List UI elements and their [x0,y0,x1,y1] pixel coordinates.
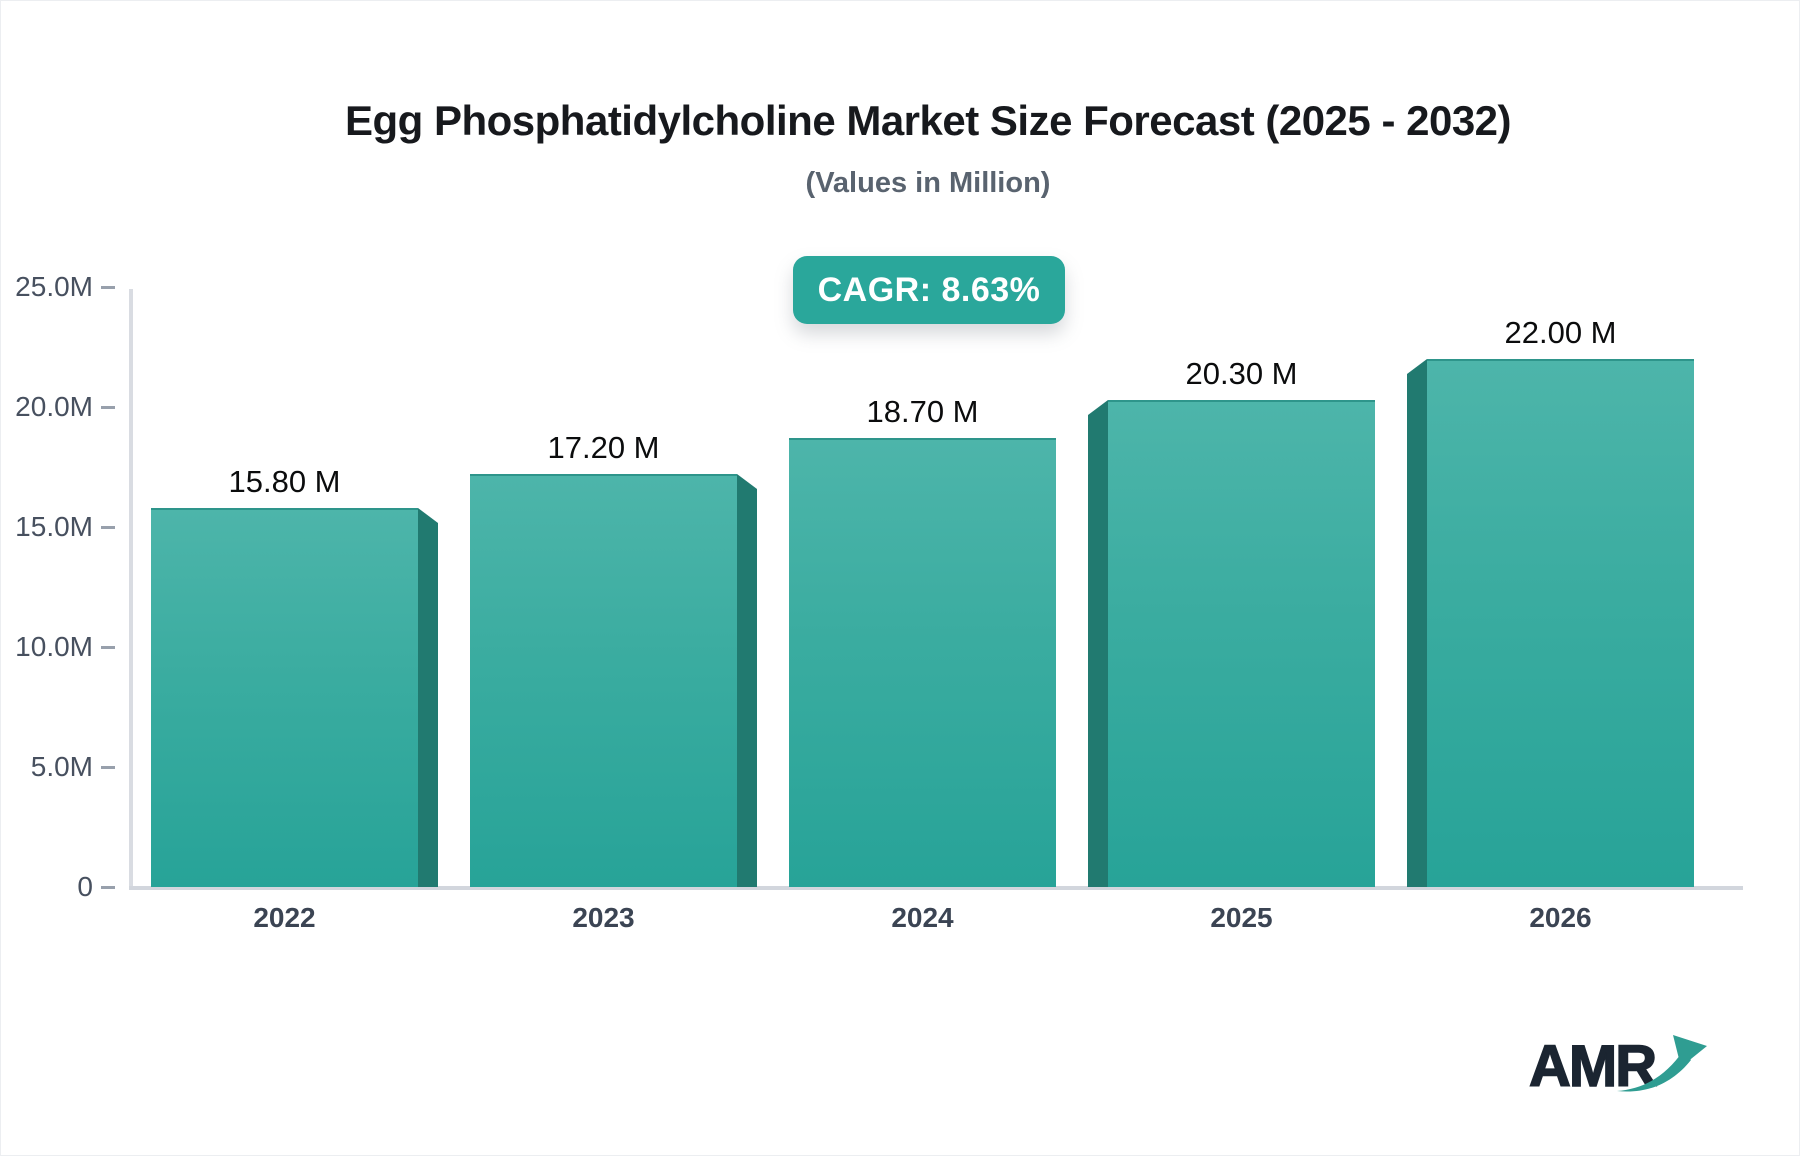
x-axis-baseline [129,886,1743,890]
bar-value-label: 22.00 M [1504,315,1617,350]
bar-2026 [1427,359,1694,887]
x-tick-label: 2022 [253,902,316,933]
bar-side-panel-2026 [1407,359,1427,887]
x-tick-label: 2023 [572,902,635,933]
bar-side-panel-2023 [737,474,757,887]
chart-title: Egg Phosphatidylcholine Market Size Fore… [344,97,1512,144]
y-tick-mark [101,286,115,289]
y-tick-mark [101,526,115,529]
y-axis-line [129,289,133,890]
bar-2024 [789,438,1056,887]
bar-value-label: 18.70 M [866,394,979,429]
cagr-badge: CAGR: 8.63% [793,256,1065,324]
y-tick-mark [101,886,115,889]
bar-2022 [151,508,418,887]
bar-2025 [1108,400,1375,887]
trend-arrow-icon [1617,1035,1707,1092]
chart-subtitle: (Values in Million) [805,167,1051,199]
bar-side-panel-2022 [418,508,438,887]
y-tick-label: 15.0M [15,511,93,542]
x-tick-label: 2025 [1210,902,1273,933]
y-tick-mark [101,766,115,769]
y-tick-label: 25.0M [15,271,93,302]
y-tick-label: 5.0M [30,751,93,782]
bar-value-label: 20.30 M [1185,356,1298,391]
y-tick-mark [101,406,115,409]
bar-side-panel-2025 [1088,400,1108,887]
y-tick-mark [101,646,115,649]
amr-logo: AMR [1528,1033,1719,1103]
x-tick-label: 2024 [891,902,954,933]
y-tick-label: 20.0M [15,391,93,422]
bar-2023 [470,474,737,887]
x-tick-label: 2026 [1529,902,1592,933]
y-tick-label: 0 [77,871,93,902]
y-tick-label: 10.0M [15,631,93,662]
bar-value-label: 15.80 M [228,464,341,499]
bar-value-label: 17.20 M [547,430,660,465]
